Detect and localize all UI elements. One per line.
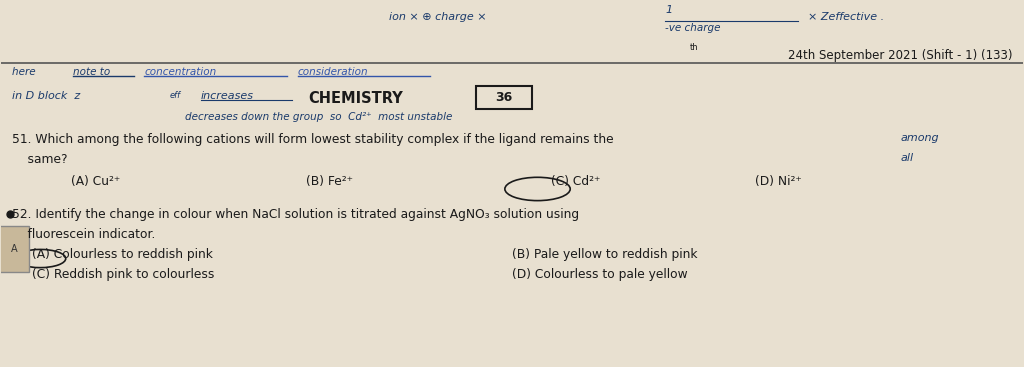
Text: concentration: concentration xyxy=(144,67,217,77)
Text: decreases down the group  so  Cd²⁺  most unstable: decreases down the group so Cd²⁺ most un… xyxy=(185,112,453,123)
Text: (A) Cu²⁺: (A) Cu²⁺ xyxy=(71,175,120,188)
Text: ion × ⊕ charge ×: ion × ⊕ charge × xyxy=(389,12,487,22)
Text: th: th xyxy=(690,43,698,52)
FancyBboxPatch shape xyxy=(476,86,532,109)
Text: same?: same? xyxy=(11,153,68,166)
Text: all: all xyxy=(900,153,913,163)
Text: (B) Pale yellow to reddish pink: (B) Pale yellow to reddish pink xyxy=(512,248,697,261)
Text: 51. Which among the following cations will form lowest stability complex if the : 51. Which among the following cations wi… xyxy=(11,133,613,146)
Text: A: A xyxy=(11,244,17,254)
Text: 24th September 2021 (Shift - 1) (133): 24th September 2021 (Shift - 1) (133) xyxy=(787,49,1013,62)
FancyBboxPatch shape xyxy=(0,226,29,272)
Text: (B) Fe²⁺: (B) Fe²⁺ xyxy=(306,175,352,188)
Text: fluorescein indicator.: fluorescein indicator. xyxy=(11,228,155,241)
Text: CHEMISTRY: CHEMISTRY xyxy=(308,91,402,106)
Text: here: here xyxy=(11,67,39,77)
Text: 1: 1 xyxy=(666,5,673,15)
Text: increases: increases xyxy=(201,91,254,101)
Text: eff: eff xyxy=(170,91,181,99)
Text: (D) Colourless to pale yellow: (D) Colourless to pale yellow xyxy=(512,268,688,281)
Text: in D block  z: in D block z xyxy=(11,91,80,101)
Text: 36: 36 xyxy=(496,91,512,103)
Text: consideration: consideration xyxy=(298,67,369,77)
Text: -ve charge: -ve charge xyxy=(666,23,721,33)
Text: (A) Colourless to reddish pink: (A) Colourless to reddish pink xyxy=(32,248,213,261)
Text: (Ċ) Cd²⁺: (Ċ) Cd²⁺ xyxy=(551,175,600,188)
Text: note to: note to xyxy=(73,67,111,77)
Text: × Zeffective .: × Zeffective . xyxy=(808,12,885,22)
Text: (C) Reddish pink to colourless: (C) Reddish pink to colourless xyxy=(32,268,214,281)
Text: among: among xyxy=(900,133,939,143)
Text: (D) Ni²⁺: (D) Ni²⁺ xyxy=(755,175,802,188)
Text: 52. Identify the change in colour when NaCl solution is titrated against AgNO₃ s: 52. Identify the change in colour when N… xyxy=(11,208,579,221)
